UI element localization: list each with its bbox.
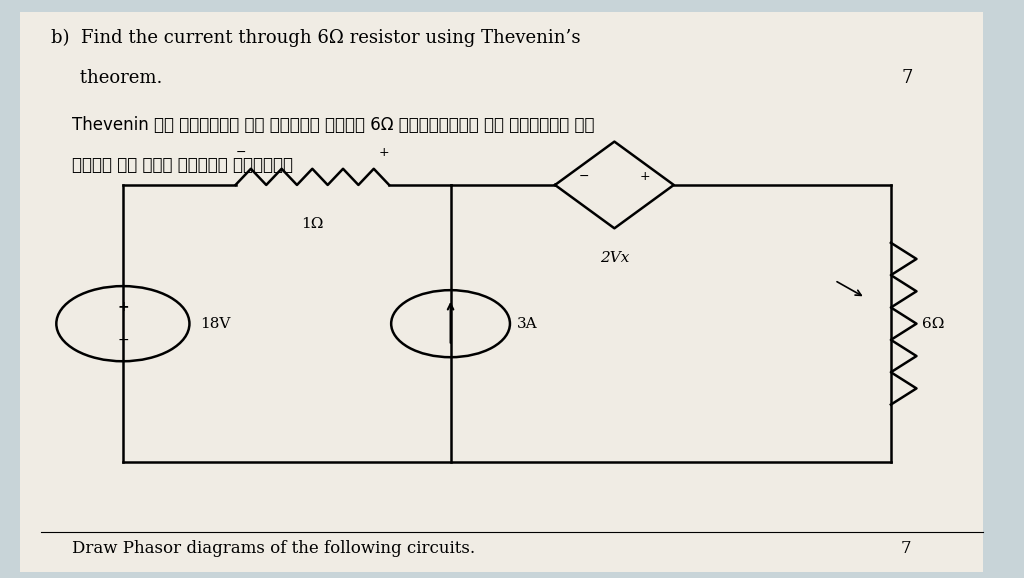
Text: theorem.: theorem. — [51, 69, 163, 87]
Text: 2Vx: 2Vx — [600, 251, 629, 265]
Text: 7: 7 — [901, 69, 912, 87]
Text: b)  Find the current through 6Ω resistor using Thevenin’s: b) Find the current through 6Ω resistor … — [51, 29, 581, 47]
Text: −: − — [117, 333, 129, 347]
Text: Thevenin के प्रमेय का उपयोग करके 6Ω प्रतिरोध के माध्यम से: Thevenin के प्रमेय का उपयोग करके 6Ω प्रत… — [72, 116, 594, 134]
Text: −: − — [579, 170, 589, 183]
Text: 7: 7 — [901, 540, 911, 557]
Text: Draw Phasor diagrams of the following circuits.: Draw Phasor diagrams of the following ci… — [72, 540, 475, 557]
Text: धारा का मान ज्ञात कीजिए।: धारा का मान ज्ञात कीजिए। — [72, 156, 293, 174]
Text: 6Ω: 6Ω — [922, 317, 944, 331]
Text: −: − — [236, 146, 246, 159]
Text: +: + — [379, 146, 389, 159]
Text: 18V: 18V — [200, 317, 230, 331]
Text: 3A: 3A — [517, 317, 538, 331]
FancyBboxPatch shape — [20, 12, 983, 572]
Text: +: + — [640, 170, 650, 183]
Text: +: + — [117, 301, 129, 314]
Text: 1Ω: 1Ω — [301, 217, 324, 231]
